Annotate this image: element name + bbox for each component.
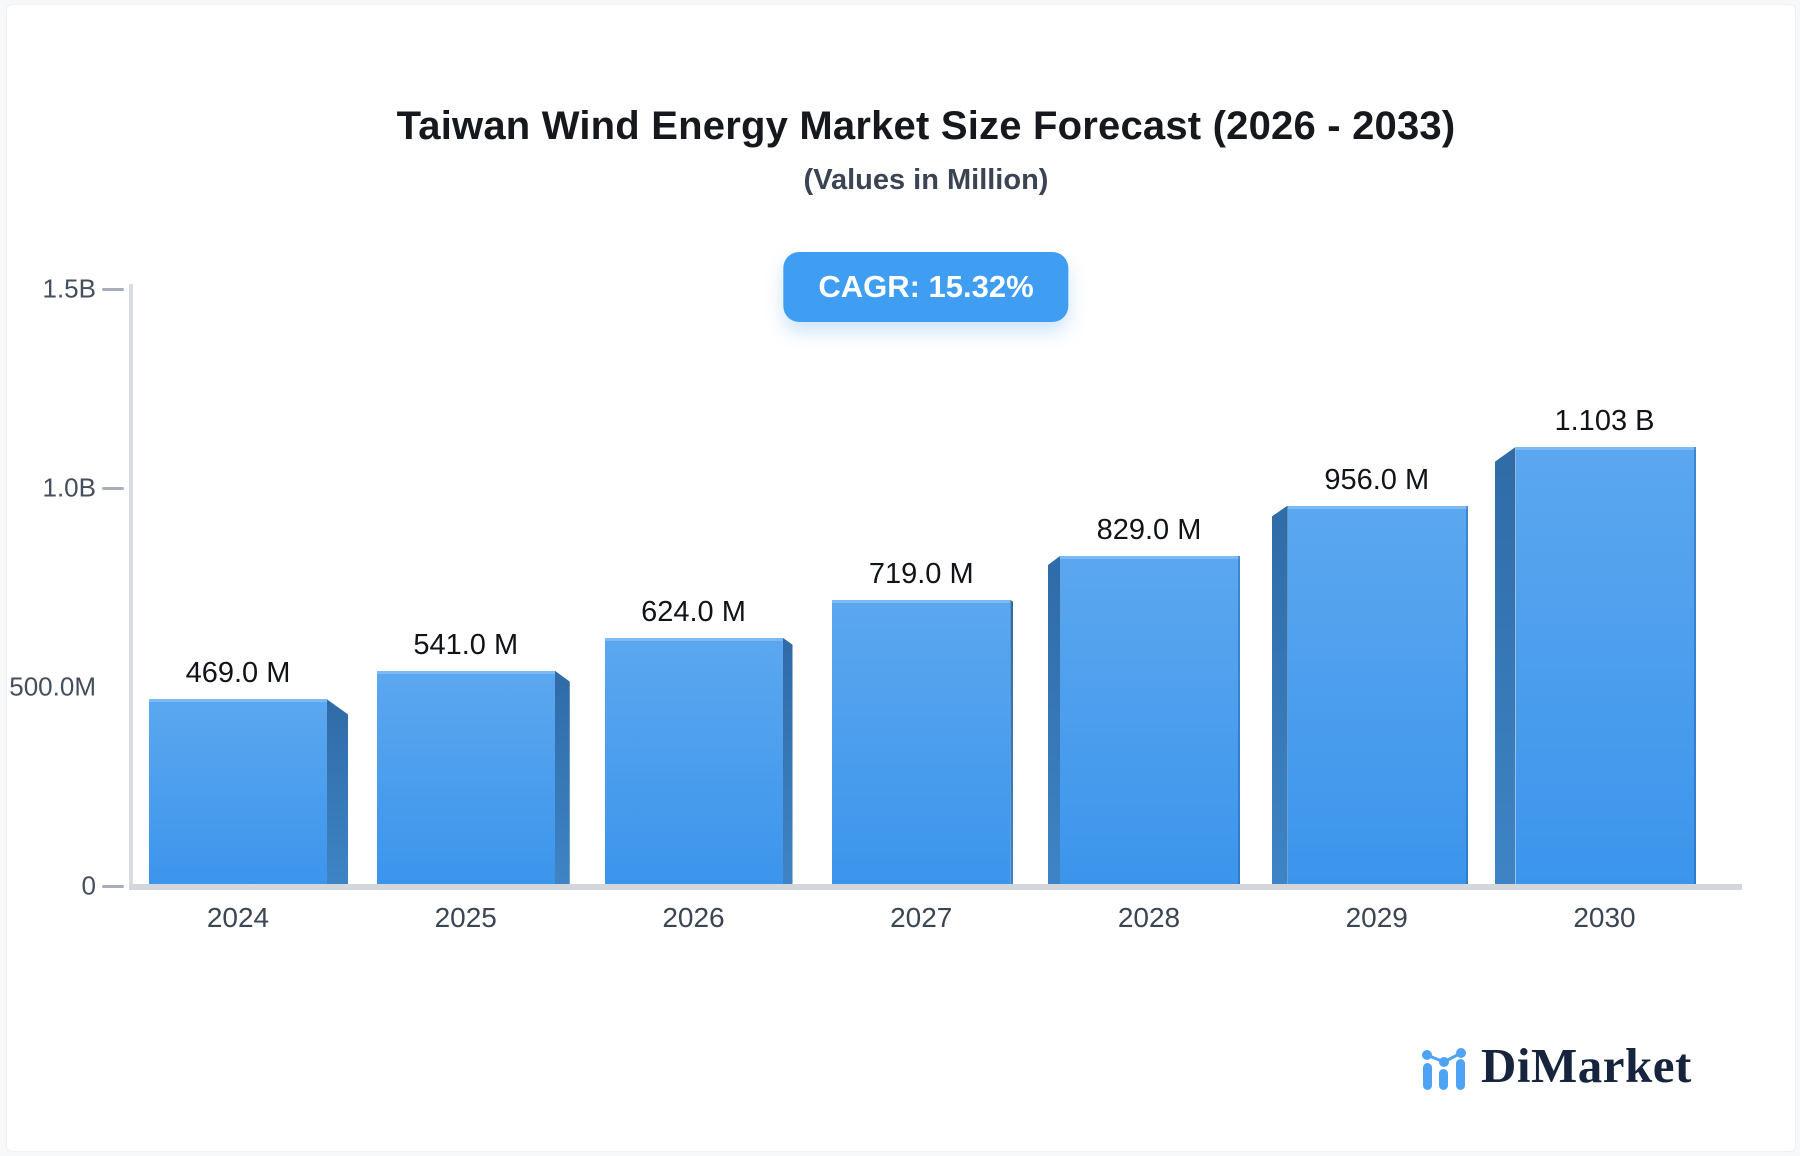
x-tick-label: 2029 (1345, 902, 1408, 933)
bar-side (1010, 599, 1014, 884)
bar-value-label: 541.0 M (413, 628, 519, 661)
bar-side (554, 670, 570, 884)
bar-value-label: 469.0 M (185, 657, 291, 690)
bar-side (1271, 505, 1288, 884)
x-tick-label: 2026 (662, 902, 725, 933)
bar-side (327, 699, 348, 884)
bar-2029 (1287, 505, 1468, 884)
x-axis-line (129, 884, 1742, 890)
dimarket-bars-icon (1422, 1048, 1466, 1090)
bar-2024 (149, 699, 327, 884)
bar-value-label: 829.0 M (1096, 514, 1202, 547)
bar-2025 (376, 670, 555, 884)
x-tick-label: 2028 (1117, 902, 1181, 933)
x-tick-label: 2024 (206, 902, 270, 933)
bar-side (782, 637, 793, 884)
y-tick-dash (102, 287, 124, 291)
bar-side (1494, 447, 1516, 884)
bar-2028 (1060, 556, 1240, 884)
cagr-badge: CAGR: 15.32% (783, 252, 1069, 322)
bar-value-label: 624.0 M (641, 595, 746, 628)
brand-name: DiMarket (1481, 1038, 1692, 1093)
bar-2030 (1515, 447, 1696, 884)
chart-title: Taiwan Wind Energy Market Size Forecast … (396, 104, 1456, 148)
x-tick-label: 2027 (890, 902, 953, 933)
bar-value-label: 719.0 M (868, 557, 974, 590)
y-tick-label: 0 (81, 870, 96, 901)
bar-2027 (832, 599, 1011, 884)
x-tick-label: 2025 (434, 902, 497, 933)
y-tick-label: 1.5B (42, 273, 97, 304)
y-tick-label: 500.0M (9, 671, 96, 702)
bar-side (1048, 556, 1060, 884)
y-tick-label: 1.0B (42, 472, 97, 503)
y-tick-dash (102, 884, 124, 888)
bar-value-label: 956.0 M (1324, 463, 1430, 496)
bar-value-label: 1.103 B (1554, 405, 1655, 437)
y-axis-line (129, 284, 133, 890)
bar-2026 (604, 637, 783, 884)
chart-subtitle: (Values in Million) (803, 164, 1049, 196)
y-tick-dash (102, 486, 124, 490)
brand-logo: DiMarket (1421, 1038, 1692, 1093)
x-tick-label: 2030 (1573, 902, 1636, 933)
